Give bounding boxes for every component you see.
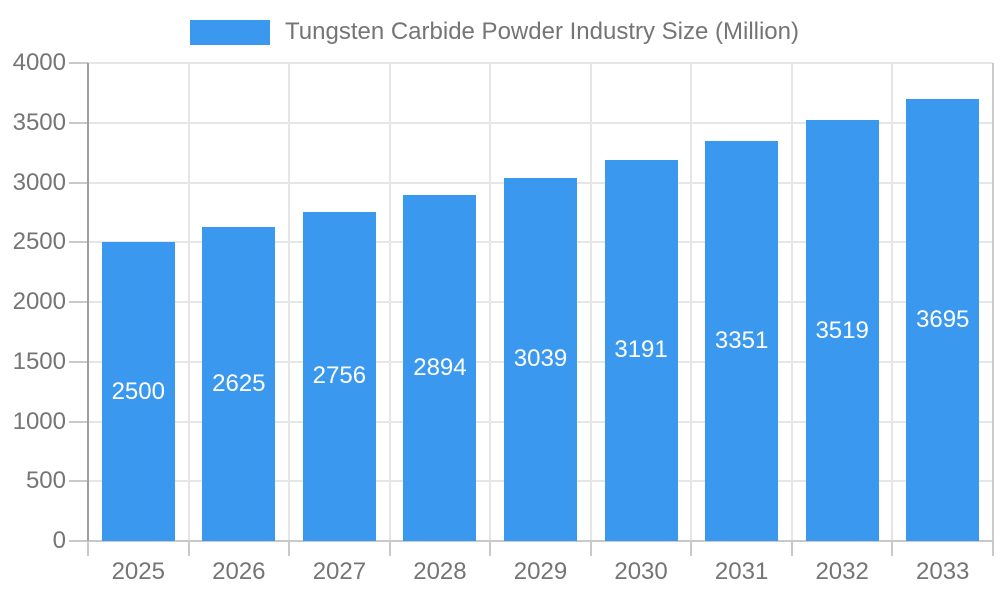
- y-axis-line: [87, 63, 89, 541]
- x-axis-tick: [891, 541, 894, 556]
- x-axis-tick: [992, 541, 994, 556]
- legend-swatch-icon: [190, 19, 270, 45]
- y-gridline: [88, 62, 993, 64]
- y-axis-tick-label: 1500: [12, 347, 66, 375]
- x-axis-line: [88, 540, 993, 542]
- x-gridline: [288, 63, 291, 541]
- y-axis-tick-label: 0: [52, 527, 66, 554]
- x-gridline: [589, 63, 592, 541]
- y-axis-tick: [69, 181, 88, 184]
- y-axis-tick-label: 2000: [12, 288, 66, 315]
- bar-value-label: 3351: [714, 326, 769, 354]
- x-axis-tick-label: 2027: [312, 558, 367, 585]
- x-axis-tick-label: 2025: [111, 558, 165, 585]
- x-gridline: [388, 63, 391, 541]
- x-gridline: [690, 63, 693, 541]
- bar-value-label: 2625: [212, 370, 266, 398]
- x-axis-tick: [187, 541, 190, 556]
- x-axis-tick-label: 2032: [815, 558, 869, 585]
- x-gridline: [187, 63, 190, 541]
- bar-value-label: 2500: [111, 377, 165, 405]
- x-axis-tick: [790, 541, 793, 556]
- y-axis-tick: [69, 121, 88, 124]
- bar-value-label: 3039: [513, 345, 568, 373]
- bar-value-label: 3695: [916, 306, 970, 334]
- x-gridline: [489, 63, 492, 541]
- bar-2031: 3351: [705, 140, 779, 541]
- x-axis-tick: [589, 541, 592, 556]
- bar-2029: 3039: [504, 177, 577, 541]
- y-axis-tick: [69, 360, 88, 363]
- y-axis-tick: [69, 480, 88, 483]
- y-axis-tick-label: 1000: [12, 407, 66, 435]
- bar-2028: 2894: [403, 195, 477, 541]
- x-axis-tick-label: 2029: [513, 558, 568, 585]
- bar-value-label: 2894: [413, 354, 467, 382]
- y-axis-tick-label: 500: [25, 467, 66, 495]
- y-axis-tick: [69, 420, 88, 423]
- bar-2033: 3695: [906, 99, 980, 541]
- x-axis-tick: [690, 541, 693, 556]
- bar-2025: 2500: [101, 242, 175, 541]
- bar-value-label: 3519: [815, 316, 869, 344]
- x-axis-tick: [489, 541, 492, 556]
- bar-value-label: 3191: [614, 336, 668, 364]
- x-axis-tick-label: 2033: [916, 558, 970, 585]
- x-axis-tick-label: 2026: [212, 558, 266, 585]
- y-axis-tick: [69, 62, 88, 64]
- legend: Tungsten Carbide Powder Industry Size (M…: [190, 19, 799, 45]
- x-axis-tick: [288, 541, 291, 556]
- x-gridline: [891, 63, 894, 541]
- bar-2032: 3519: [805, 120, 879, 541]
- bar-2030: 3191: [604, 159, 678, 541]
- y-axis-tick: [69, 241, 88, 244]
- y-axis-tick-label: 4000: [12, 49, 66, 76]
- plot-right-border: [992, 63, 994, 541]
- y-axis-tick-label: 3000: [12, 168, 66, 196]
- y-axis-tick-label: 2500: [12, 228, 66, 256]
- bar-value-label: 2756: [312, 362, 367, 390]
- legend-label: Tungsten Carbide Powder Industry Size (M…: [285, 18, 799, 45]
- y-axis-tick: [69, 540, 88, 542]
- bar-2027: 2756: [302, 211, 376, 541]
- y-axis-tick-label: 3500: [12, 108, 66, 136]
- x-axis-tick: [388, 541, 391, 556]
- x-axis-tick-label: 2031: [714, 558, 769, 585]
- bar-2026: 2625: [202, 227, 276, 541]
- x-axis-tick-label: 2030: [614, 558, 668, 585]
- x-gridline: [790, 63, 793, 541]
- y-gridline: [88, 121, 993, 124]
- y-axis-tick: [69, 301, 88, 303]
- x-axis-tick: [87, 541, 89, 556]
- x-axis-tick-label: 2028: [413, 558, 467, 585]
